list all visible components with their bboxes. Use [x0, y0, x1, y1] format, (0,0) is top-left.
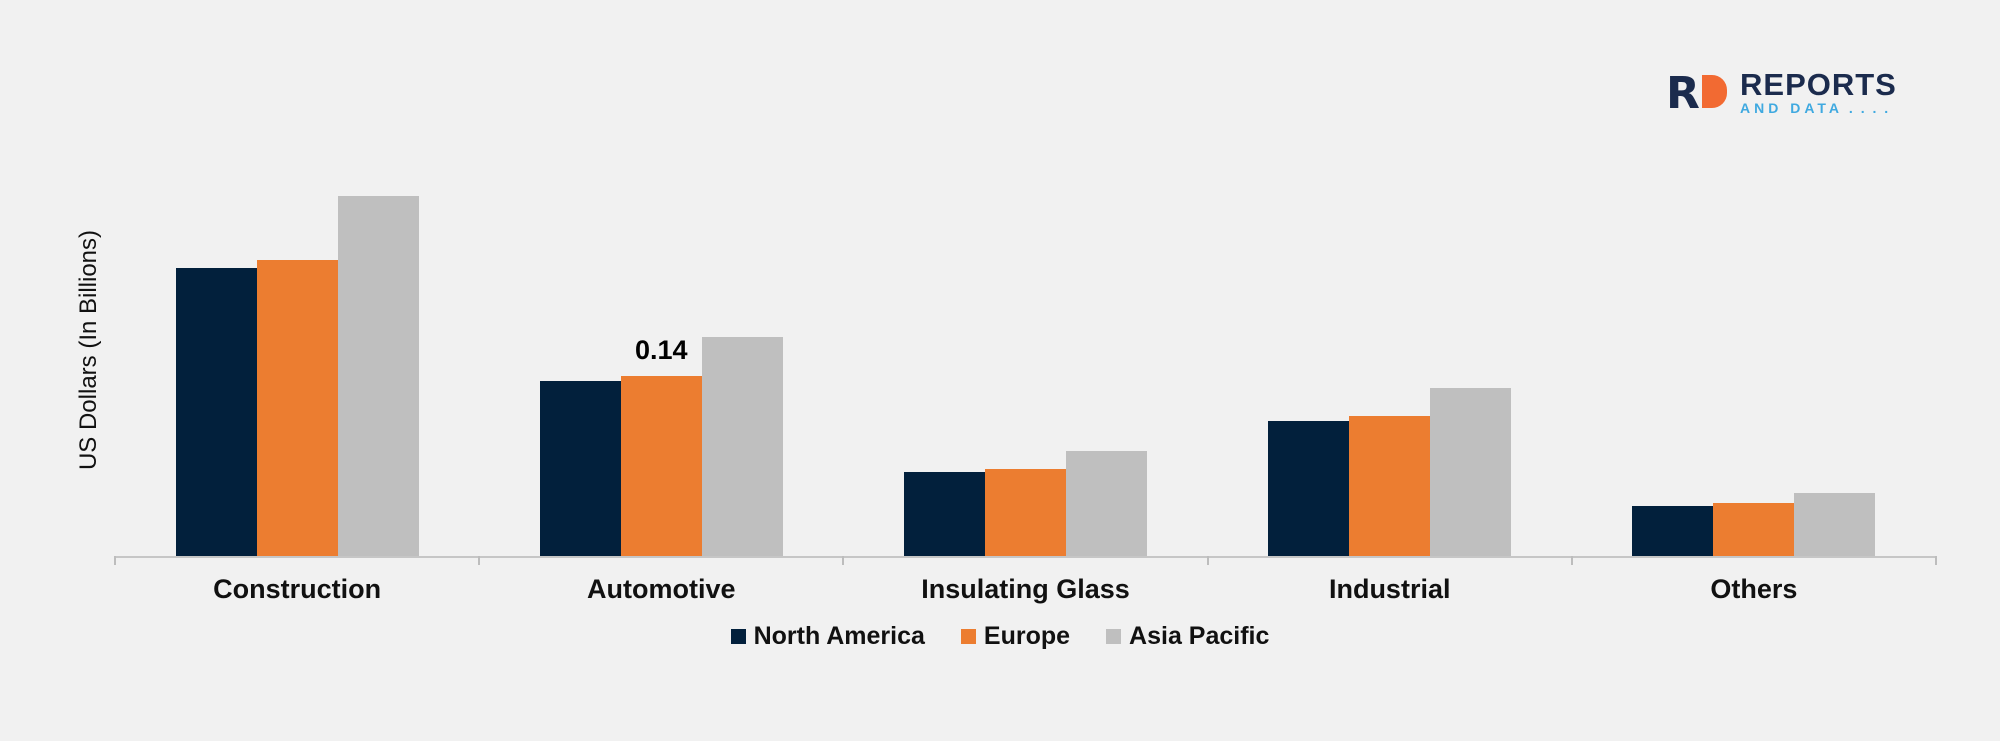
x-axis-label-industrial: Industrial [1328, 574, 1451, 604]
brand-text: REPORTS AND DATA . . . . [1740, 67, 1897, 117]
x-axis-labels: Construction Automotive Insulating Glass In… [115, 574, 1936, 605]
bar-north-america-construction [175, 268, 257, 556]
legend-swatch-asia-pacific [1106, 629, 1122, 644]
svg-text:R: R [1666, 70, 1700, 114]
legend-label-asia-pacific: Asia Pacific [1129, 622, 1270, 650]
bar-asia-pacific-industrial [1430, 388, 1512, 556]
x-axis-label-automotive: Automotive [587, 574, 736, 604]
category-group-others [1572, 108, 1936, 556]
bar-europe-automotive: 0.14 [620, 335, 702, 556]
brand-name-bottom-text: AND DATA [1740, 100, 1844, 116]
bar-europe-insulating-glass [985, 469, 1066, 556]
legend-label-europe: Europe [983, 622, 1071, 650]
x-axis-tick [1935, 556, 1937, 565]
brand-logo: R REPORTS AND DATA . . . . [1666, 67, 1897, 117]
brand-mark-icon: R [1666, 70, 1727, 114]
bar-asia-pacific-automotive [701, 337, 783, 556]
legend-swatch-north-america [730, 629, 746, 644]
category-group-insulating-glass [843, 108, 1207, 556]
legend-item-north-america: North America [730, 622, 925, 651]
brand-name-top: REPORTS [1740, 67, 1897, 102]
bar-north-america-industrial [1268, 421, 1350, 556]
plot-area: 0.14 [114, 108, 1937, 565]
bar-europe-industrial [1349, 416, 1431, 556]
bar-north-america-insulating-glass [904, 472, 985, 556]
category-group-construction [115, 108, 479, 556]
bar-north-america-automotive [539, 381, 621, 556]
bar-north-america-others [1632, 506, 1714, 556]
x-axis-label-insulating-glass: Insulating Glass [921, 574, 1130, 604]
x-axis-tick [478, 556, 481, 565]
bar-europe-construction [256, 260, 338, 556]
legend-swatch-europe [960, 629, 976, 644]
brand-dots: . . . . [1843, 100, 1891, 116]
y-axis-title: US Dollars (In Billions) [75, 229, 102, 471]
x-axis-label-construction: Construction [213, 574, 382, 604]
x-axis-label-others: Others [1710, 574, 1798, 604]
legend-item-asia-pacific: Asia Pacific [1106, 622, 1269, 651]
legend: North America Europe Asia Pacific [0, 622, 2000, 651]
x-axis-tick [114, 556, 116, 565]
bar-asia-pacific-insulating-glass [1066, 451, 1147, 556]
bar-europe-others [1713, 503, 1795, 556]
category-group-automotive: 0.14 [479, 108, 843, 556]
x-axis-tick [1570, 556, 1573, 565]
x-axis-tick [1206, 556, 1209, 565]
category-group-industrial [1208, 108, 1572, 556]
x-axis-tick [842, 556, 845, 565]
legend-item-europe: Europe [960, 622, 1071, 651]
data-label-europe-automotive: 0.14 [635, 335, 688, 365]
brand-name-bottom: AND DATA . . . . [1740, 100, 1897, 117]
bar-asia-pacific-others [1794, 493, 1876, 556]
bar-asia-pacific-construction [337, 196, 419, 556]
legend-label-north-america: North America [753, 622, 925, 650]
